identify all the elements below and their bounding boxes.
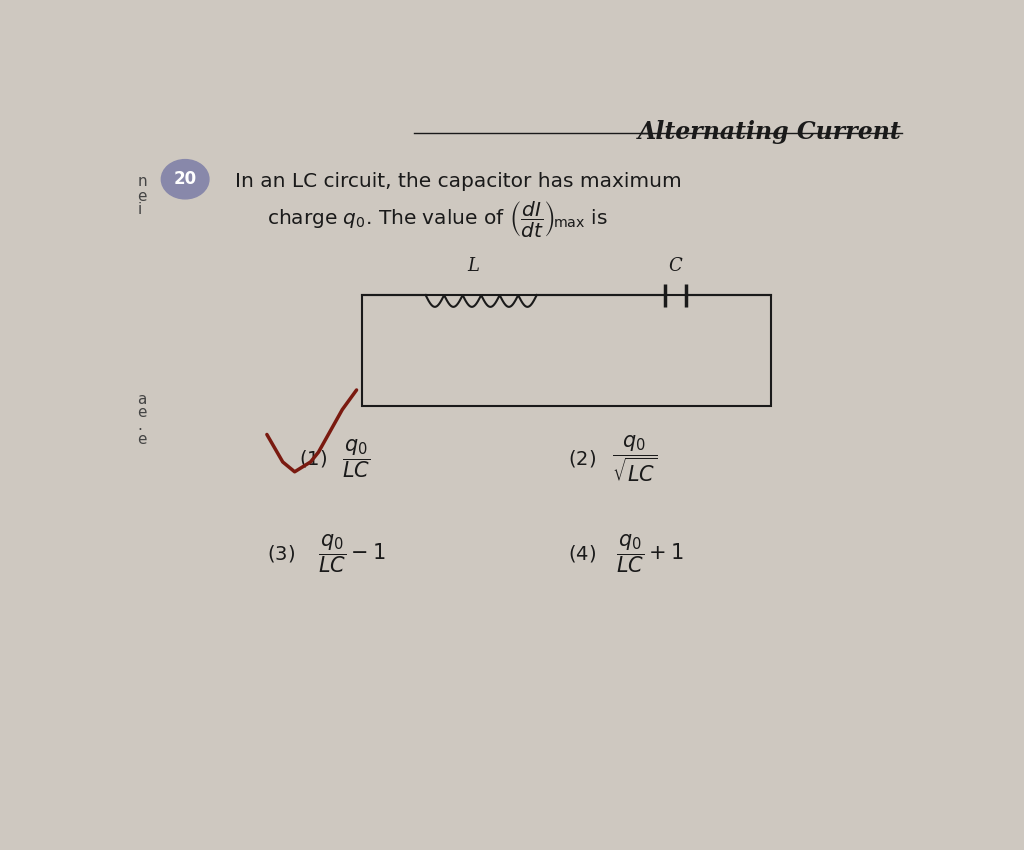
Text: e: e — [137, 405, 147, 421]
Text: $\dfrac{q_0}{LC} - 1$: $\dfrac{q_0}{LC} - 1$ — [318, 532, 386, 575]
Text: C: C — [669, 257, 682, 275]
Text: a: a — [137, 393, 146, 407]
Text: charge $q_0$. The value of $\left(\dfrac{dI}{dt}\right)_{\!\max}$ is: charge $q_0$. The value of $\left(\dfrac… — [267, 200, 608, 240]
Bar — [362, 295, 771, 406]
Text: $(1)$: $(1)$ — [299, 448, 327, 469]
Text: $(3)$: $(3)$ — [267, 543, 295, 564]
Text: Alternating Current: Alternating Current — [638, 120, 902, 144]
Text: $\dfrac{q_0}{LC} + 1$: $\dfrac{q_0}{LC} + 1$ — [616, 532, 684, 575]
Text: e: e — [137, 432, 147, 446]
Circle shape — [162, 160, 209, 199]
Text: i: i — [137, 202, 141, 218]
Text: $(4)$: $(4)$ — [568, 543, 596, 564]
Text: L: L — [467, 257, 479, 275]
Text: .: . — [137, 418, 142, 434]
Text: $\dfrac{q_0}{\sqrt{LC}}$: $\dfrac{q_0}{\sqrt{LC}}$ — [612, 434, 658, 484]
Text: e: e — [137, 190, 147, 204]
Text: $\dfrac{q_0}{LC}$: $\dfrac{q_0}{LC}$ — [342, 438, 371, 480]
Text: 20: 20 — [174, 170, 197, 188]
Text: n: n — [137, 174, 147, 190]
Text: $(2)$: $(2)$ — [568, 448, 596, 469]
Text: In an LC circuit, the capacitor has maximum: In an LC circuit, the capacitor has maxi… — [236, 173, 682, 191]
